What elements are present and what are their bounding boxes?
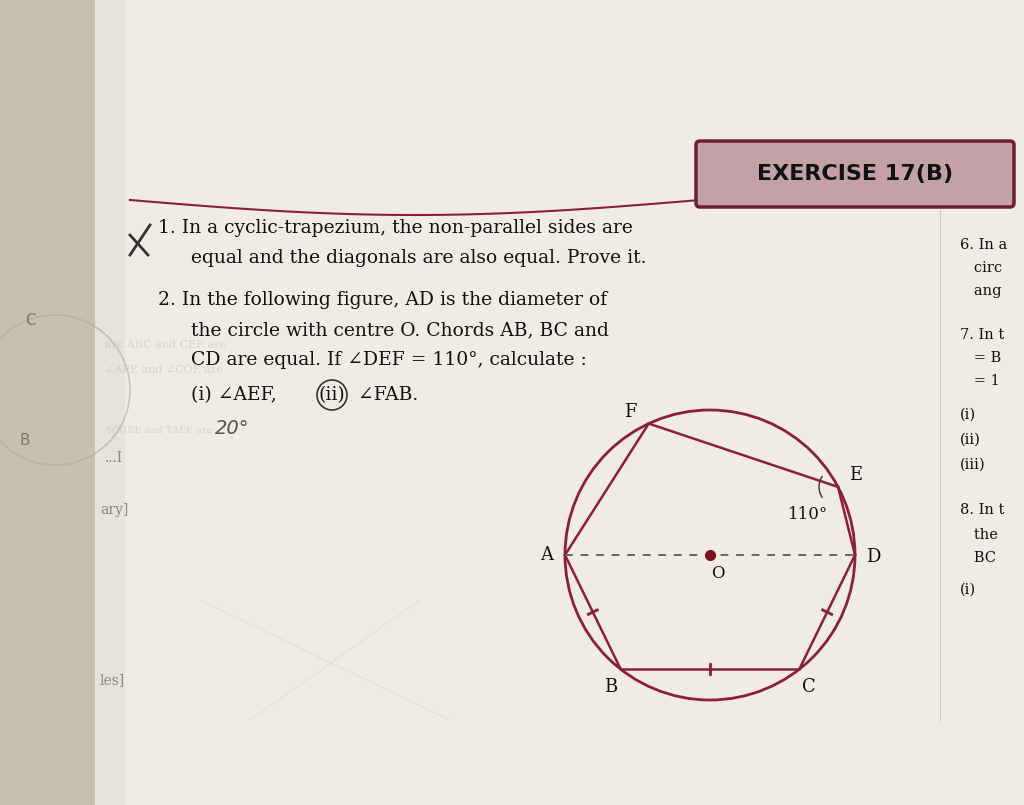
Text: B: B bbox=[19, 432, 31, 448]
Text: BC: BC bbox=[961, 551, 996, 565]
Bar bbox=[0, 0, 95, 805]
Text: (ii): (ii) bbox=[961, 433, 981, 447]
Text: CD are equal. If ∠DEF = 110°, calculate :: CD are equal. If ∠DEF = 110°, calculate … bbox=[173, 351, 587, 369]
Text: C: C bbox=[25, 312, 35, 328]
Text: 8. In t: 8. In t bbox=[961, 503, 1005, 517]
FancyBboxPatch shape bbox=[696, 141, 1014, 207]
Text: (i) ∠AEF,: (i) ∠AEF, bbox=[173, 386, 276, 404]
Text: ary]: ary] bbox=[100, 503, 128, 517]
Text: ...I: ...I bbox=[105, 451, 123, 465]
Text: the: the bbox=[961, 528, 997, 542]
Text: 1. In a cyclic-trapezium, the non-parallel sides are: 1. In a cyclic-trapezium, the non-parall… bbox=[158, 219, 633, 237]
Text: E: E bbox=[850, 466, 862, 484]
Text: D: D bbox=[866, 548, 881, 566]
Text: C: C bbox=[803, 679, 816, 696]
Text: A: A bbox=[541, 546, 554, 564]
Text: 6. In a: 6. In a bbox=[961, 238, 1008, 252]
Text: O: O bbox=[712, 564, 725, 581]
Text: 20°: 20° bbox=[215, 419, 250, 437]
Text: equal and the diagonals are also equal. Prove it.: equal and the diagonals are also equal. … bbox=[173, 249, 646, 267]
Text: circ: circ bbox=[961, 261, 1002, 275]
Text: ∠APE and ∠COE are: ∠APE and ∠COE are bbox=[105, 365, 223, 375]
Text: = B: = B bbox=[961, 351, 1001, 365]
Text: (i): (i) bbox=[961, 583, 976, 597]
Text: 110°: 110° bbox=[787, 506, 828, 523]
Text: (i): (i) bbox=[961, 408, 976, 422]
Text: SCORE and TAPE are: SCORE and TAPE are bbox=[105, 426, 212, 435]
Text: (iii): (iii) bbox=[961, 458, 986, 472]
Text: (ii): (ii) bbox=[318, 386, 345, 404]
Text: EXERCISE 17(B): EXERCISE 17(B) bbox=[757, 164, 953, 184]
Text: 7. In t: 7. In t bbox=[961, 328, 1005, 342]
Bar bbox=[95, 0, 125, 805]
Text: the circle with centre O. Chords AB, BC and: the circle with centre O. Chords AB, BC … bbox=[173, 321, 609, 339]
Text: B: B bbox=[604, 679, 617, 696]
Text: F: F bbox=[625, 402, 637, 420]
Text: arc ABC and CEF are: arc ABC and CEF are bbox=[105, 340, 226, 350]
Text: 2. In the following figure, AD is the diameter of: 2. In the following figure, AD is the di… bbox=[158, 291, 607, 309]
Text: les]: les] bbox=[100, 673, 125, 687]
Text: ang: ang bbox=[961, 284, 1001, 298]
Bar bbox=[0, 0, 1024, 140]
Text: ∠FAB.: ∠FAB. bbox=[352, 386, 418, 404]
Text: = 1: = 1 bbox=[961, 374, 999, 388]
